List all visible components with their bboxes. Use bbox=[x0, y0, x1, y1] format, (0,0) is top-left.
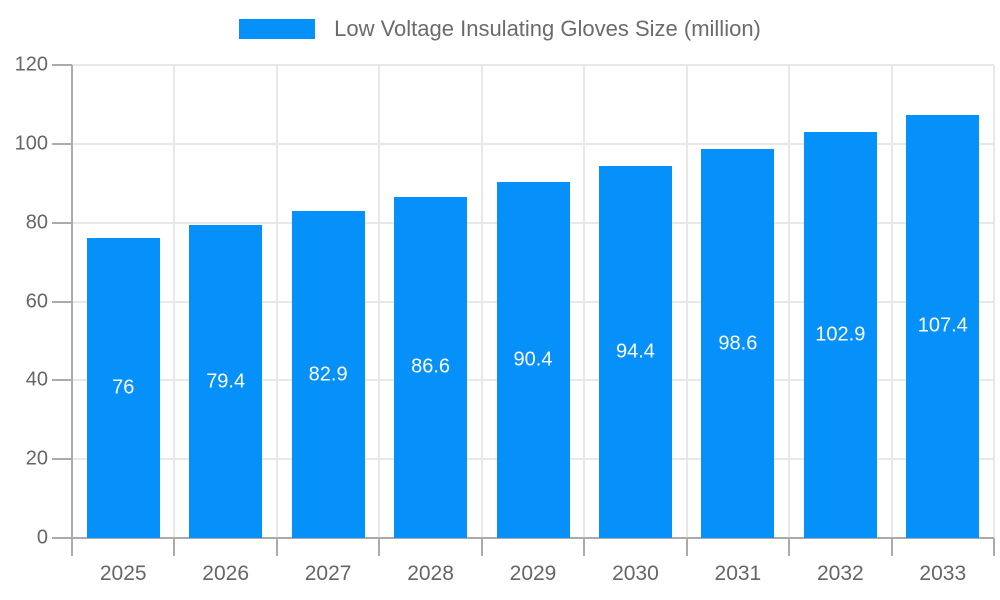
x-tick-label: 2028 bbox=[407, 562, 454, 585]
bar-value-label: 98.6 bbox=[718, 332, 758, 355]
legend-swatch bbox=[239, 19, 316, 39]
x-tick-label: 2030 bbox=[612, 562, 659, 585]
bar[interactable] bbox=[86, 238, 160, 538]
x-tick-mark bbox=[480, 538, 483, 556]
x-tick-mark bbox=[993, 538, 995, 556]
y-tick-mark bbox=[52, 537, 72, 539]
bar[interactable] bbox=[906, 114, 980, 538]
x-axis-line bbox=[72, 537, 994, 539]
x-tick-mark bbox=[378, 538, 381, 556]
x-tick-mark bbox=[890, 538, 893, 556]
y-tick-label: 0 bbox=[36, 526, 48, 549]
y-tick-mark bbox=[52, 64, 72, 66]
y-tick-label: 100 bbox=[14, 132, 48, 155]
y-axis-line bbox=[71, 65, 73, 556]
x-gridline bbox=[788, 65, 791, 538]
x-gridline bbox=[685, 65, 688, 538]
x-tick-label: 2032 bbox=[816, 562, 864, 585]
bar[interactable] bbox=[189, 225, 263, 538]
y-tick-mark bbox=[52, 300, 72, 303]
y-gridline bbox=[72, 142, 994, 145]
x-tick-mark bbox=[275, 538, 278, 556]
x-gridline bbox=[993, 65, 995, 538]
y-tick-mark bbox=[52, 221, 72, 224]
bar[interactable] bbox=[701, 149, 775, 538]
bar-value-label: 82.9 bbox=[308, 363, 348, 386]
bar-value-label: 94.4 bbox=[615, 340, 655, 363]
bar-value-label: 86.6 bbox=[411, 355, 451, 378]
y-tick-label: 20 bbox=[25, 447, 48, 470]
y-tick-label: 120 bbox=[14, 53, 48, 76]
y-tick-mark bbox=[52, 142, 72, 145]
bar-value-label: 90.4 bbox=[513, 348, 553, 371]
x-tick-label: 2025 bbox=[99, 562, 147, 585]
bar[interactable] bbox=[291, 211, 365, 538]
x-gridline bbox=[378, 65, 381, 538]
x-gridline bbox=[480, 65, 483, 538]
x-gridline bbox=[275, 65, 278, 538]
bar-value-label: 107.4 bbox=[917, 314, 968, 337]
x-tick-label: 2029 bbox=[509, 562, 557, 585]
y-tick-label: 60 bbox=[25, 290, 48, 312]
x-tick-label: 2033 bbox=[919, 562, 967, 585]
x-tick-mark bbox=[583, 538, 586, 556]
legend-label: Low Voltage Insulating Gloves Size (mill… bbox=[334, 16, 761, 41]
legend[interactable]: Low Voltage Insulating Gloves Size (mill… bbox=[0, 16, 1000, 42]
bar[interactable] bbox=[598, 165, 672, 538]
x-tick-mark bbox=[788, 538, 791, 556]
y-tick-label: 80 bbox=[25, 211, 48, 234]
y-gridline bbox=[72, 64, 994, 66]
x-gridline bbox=[583, 65, 586, 538]
x-gridline bbox=[890, 65, 893, 538]
bar-value-label: 76 bbox=[112, 376, 135, 399]
x-tick-mark bbox=[685, 538, 688, 556]
bar[interactable] bbox=[394, 196, 468, 538]
y-tick-label: 40 bbox=[25, 368, 48, 391]
bar-value-label: 79.4 bbox=[206, 370, 246, 393]
bar-value-label: 102.9 bbox=[815, 323, 866, 346]
x-tick-label: 2026 bbox=[202, 562, 250, 585]
bar[interactable] bbox=[803, 132, 877, 538]
x-tick-mark bbox=[173, 538, 176, 556]
x-tick-label: 2027 bbox=[304, 562, 352, 585]
bar[interactable] bbox=[496, 181, 570, 538]
x-tick-label: 2031 bbox=[714, 562, 762, 585]
y-tick-mark bbox=[52, 379, 72, 382]
y-tick-mark bbox=[52, 458, 72, 461]
x-gridline bbox=[173, 65, 176, 538]
